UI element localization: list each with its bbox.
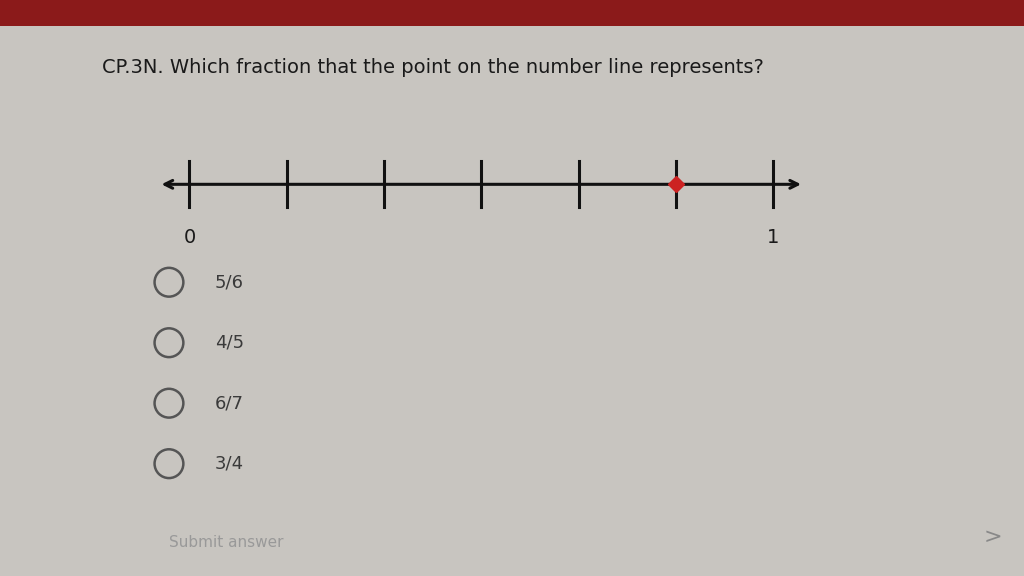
Text: Submit answer: Submit answer	[169, 535, 284, 550]
Text: 1: 1	[767, 228, 779, 247]
Text: 6/7: 6/7	[215, 394, 244, 412]
Text: 0: 0	[183, 228, 196, 247]
Text: CP.3N. Which fraction that the point on the number line represents?: CP.3N. Which fraction that the point on …	[102, 58, 764, 77]
Text: >: >	[984, 527, 1002, 547]
Text: 3/4: 3/4	[215, 454, 244, 473]
Text: 4/5: 4/5	[215, 334, 244, 352]
Text: 5/6: 5/6	[215, 273, 244, 291]
